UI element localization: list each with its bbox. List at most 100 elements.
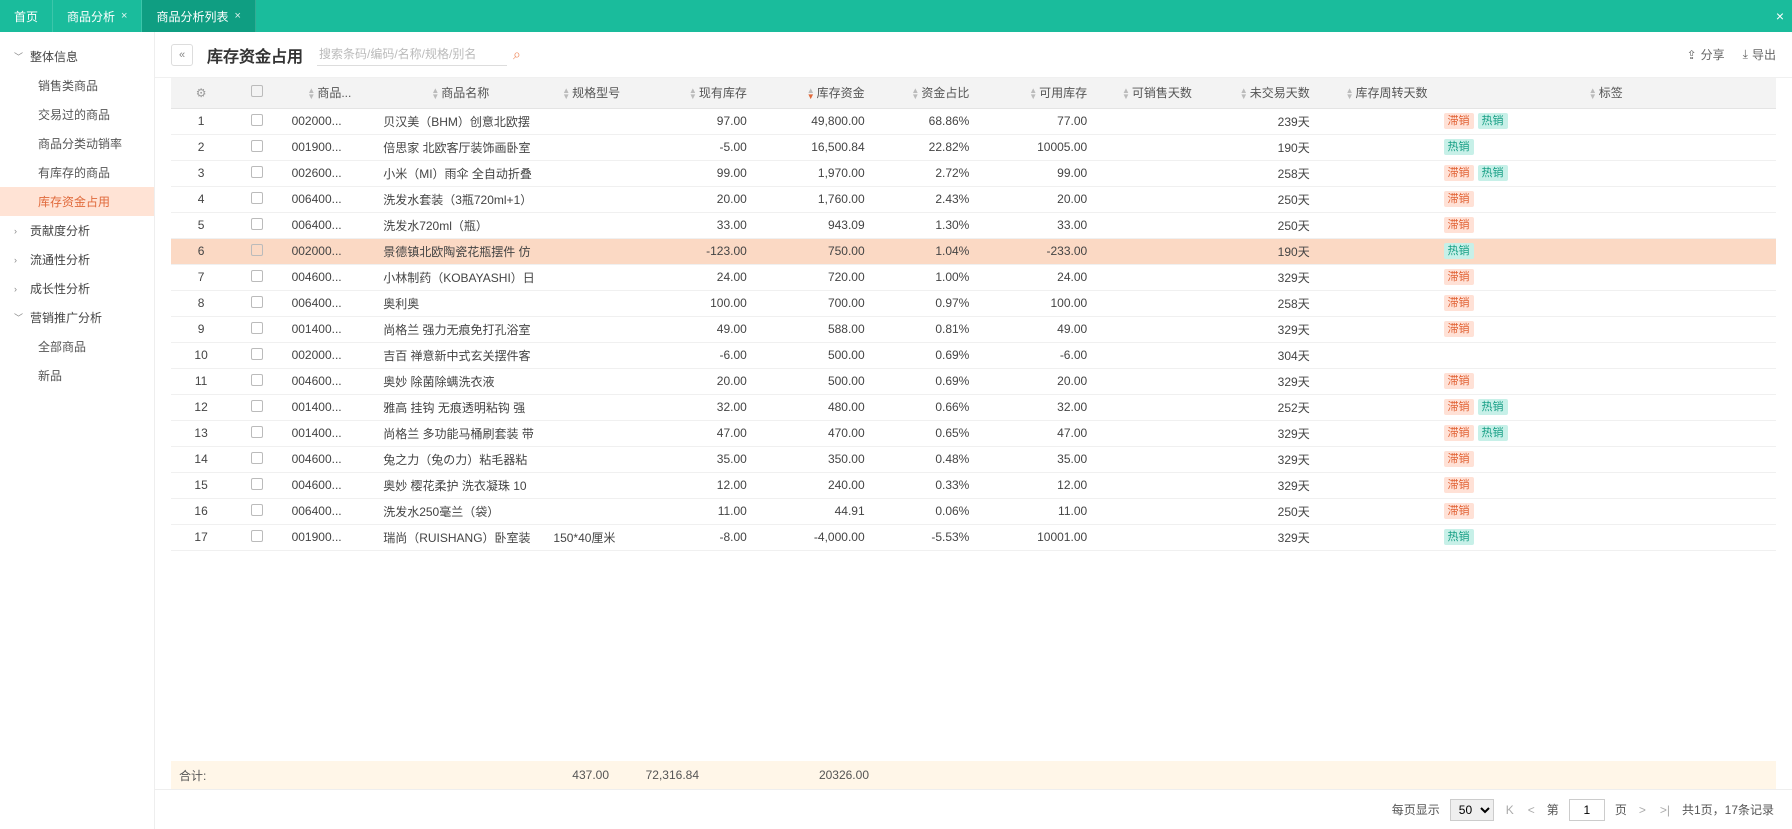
sidebar-item[interactable]: 新品 xyxy=(0,361,154,390)
sort-icon[interactable] xyxy=(1589,88,1597,100)
cell-code: 002000... xyxy=(284,108,376,134)
col-header[interactable]: 可用库存 xyxy=(977,78,1095,108)
gear-icon[interactable]: ⚙ xyxy=(196,86,207,100)
sort-icon[interactable] xyxy=(689,88,697,100)
row-checkbox[interactable] xyxy=(251,166,263,178)
export-button[interactable]: ⤓导出 xyxy=(1743,46,1776,63)
row-checkbox[interactable] xyxy=(251,244,263,256)
sidebar-group[interactable]: ﹀整体信息 xyxy=(0,42,154,71)
col-header[interactable]: 可销售天数 xyxy=(1095,78,1200,108)
sort-icon[interactable] xyxy=(431,88,439,100)
sort-icon[interactable] xyxy=(1029,88,1037,100)
tab-close-icon[interactable]: × xyxy=(121,10,127,22)
tag-badge: 滞销 xyxy=(1444,269,1474,285)
row-checkbox[interactable] xyxy=(251,140,263,152)
row-checkbox[interactable] xyxy=(251,348,263,360)
cell-tags: 滞销 xyxy=(1436,446,1776,472)
tab-1[interactable]: 商品分析× xyxy=(53,0,142,32)
table-row[interactable]: 4006400...洗发水套装（3瓶720ml+1）20.001,760.002… xyxy=(171,186,1776,212)
page-input[interactable] xyxy=(1569,799,1605,821)
table-row[interactable]: 10002000...吉百 禅意新中式玄关摆件客-6.00500.000.69%… xyxy=(171,342,1776,368)
cell-code: 004600... xyxy=(284,472,376,498)
sidebar-item[interactable]: 全部商品 xyxy=(0,332,154,361)
collapse-sidebar-button[interactable]: « xyxy=(171,44,193,66)
col-header[interactable]: 商品名称 xyxy=(375,78,545,108)
table-row[interactable]: 16006400...洗发水250毫兰（袋）11.0044.910.06%11.… xyxy=(171,498,1776,524)
tab-close-icon[interactable]: × xyxy=(234,10,240,22)
sidebar-group[interactable]: ﹀营销推广分析 xyxy=(0,303,154,332)
table-row[interactable]: 17001900...瑞尚（RUISHANG）卧室装150*40厘米-8.00-… xyxy=(171,524,1776,550)
sort-icon[interactable] xyxy=(1122,88,1130,100)
sort-icon[interactable] xyxy=(562,88,570,100)
sidebar-group[interactable]: ›流通性分析 xyxy=(0,245,154,274)
table-row[interactable]: 11004600...奥妙 除菌除螨洗衣液20.00500.000.69%20.… xyxy=(171,368,1776,394)
col-header[interactable]: 现有库存 xyxy=(637,78,755,108)
search-icon[interactable]: ⌕ xyxy=(513,46,521,63)
first-page-button[interactable]: K xyxy=(1504,803,1516,817)
row-checkbox[interactable] xyxy=(251,374,263,386)
row-checkbox[interactable] xyxy=(251,400,263,412)
checkbox[interactable] xyxy=(251,85,263,97)
row-checkbox[interactable] xyxy=(251,114,263,126)
sort-icon[interactable] xyxy=(1346,88,1354,100)
sidebar-group[interactable]: ›成长性分析 xyxy=(0,274,154,303)
sort-icon[interactable] xyxy=(911,88,919,100)
col-header[interactable]: 标签 xyxy=(1436,78,1776,108)
row-checkbox[interactable] xyxy=(251,504,263,516)
cell-pct: 0.66% xyxy=(873,394,978,420)
table-row[interactable]: 1002000...贝汉美（BHM）创意北欧摆97.0049,800.0068.… xyxy=(171,108,1776,134)
row-checkbox[interactable] xyxy=(251,426,263,438)
sidebar-item[interactable]: 库存资金占用 xyxy=(0,187,154,216)
row-checkbox[interactable] xyxy=(251,270,263,282)
sort-icon[interactable] xyxy=(1240,88,1248,100)
cell-amount: 1,970.00 xyxy=(755,160,873,186)
table-row[interactable]: 12001400...雅高 挂钩 无痕透明粘钩 强32.00480.000.66… xyxy=(171,394,1776,420)
close-all-tabs-icon[interactable]: × xyxy=(1776,0,1784,32)
sidebar-item[interactable]: 销售类商品 xyxy=(0,71,154,100)
col-header[interactable]: 商品... xyxy=(284,78,376,108)
sidebar-item[interactable]: 有库存的商品 xyxy=(0,158,154,187)
sidebar-item[interactable]: 交易过的商品 xyxy=(0,100,154,129)
sort-icon[interactable] xyxy=(807,88,815,100)
col-header[interactable]: 库存周转天数 xyxy=(1318,78,1436,108)
sidebar-group[interactable]: ›贡献度分析 xyxy=(0,216,154,245)
tab-2[interactable]: 商品分析列表× xyxy=(142,0,255,32)
table-row[interactable]: 15004600...奥妙 樱花柔护 洗衣凝珠 1012.00240.000.3… xyxy=(171,472,1776,498)
table-row[interactable]: 8006400...奥利奥100.00700.000.97%100.00258天… xyxy=(171,290,1776,316)
last-page-button[interactable]: >| xyxy=(1658,803,1672,817)
col-header[interactable]: ⚙ xyxy=(171,78,231,108)
sort-icon[interactable] xyxy=(307,88,315,100)
prev-page-button[interactable]: < xyxy=(1526,803,1537,817)
table-row[interactable]: 9001400...尚格兰 强力无痕免打孔浴室49.00588.000.81%4… xyxy=(171,316,1776,342)
row-checkbox[interactable] xyxy=(251,192,263,204)
tab-0[interactable]: 首页 xyxy=(0,0,53,32)
table-row[interactable]: 2001900...倍思家 北欧客厅装饰画卧室-5.0016,500.8422.… xyxy=(171,134,1776,160)
search-input[interactable] xyxy=(317,43,507,66)
table-row[interactable]: 13001400...尚格兰 多功能马桶刷套装 带47.00470.000.65… xyxy=(171,420,1776,446)
tag-badge: 热销 xyxy=(1444,529,1474,545)
col-header[interactable]: 资金占比 xyxy=(873,78,978,108)
col-header[interactable]: 规格型号 xyxy=(545,78,637,108)
next-page-button[interactable]: > xyxy=(1637,803,1648,817)
row-checkbox[interactable] xyxy=(251,452,263,464)
col-header[interactable]: 库存资金 xyxy=(755,78,873,108)
sidebar-item[interactable]: 商品分类动销率 xyxy=(0,129,154,158)
per-page-select[interactable]: 50 xyxy=(1450,799,1494,821)
table-row[interactable]: 6002000...景德镇北欧陶瓷花瓶摆件 仿-123.00750.001.04… xyxy=(171,238,1776,264)
row-checkbox[interactable] xyxy=(251,218,263,230)
row-checkbox[interactable] xyxy=(251,322,263,334)
row-checkbox[interactable] xyxy=(251,296,263,308)
table-row[interactable]: 7004600...小林制药（KOBAYASHI）日24.00720.001.0… xyxy=(171,264,1776,290)
col-header[interactable]: 未交易天数 xyxy=(1200,78,1318,108)
table-row[interactable]: 5006400...洗发水720ml（瓶）33.00943.091.30%33.… xyxy=(171,212,1776,238)
cell-name: 雅高 挂钩 无痕透明粘钩 强 xyxy=(375,394,545,420)
col-label: 标签 xyxy=(1599,86,1623,100)
table-row[interactable]: 14004600...兔之力（兔の力）粘毛器粘35.00350.000.48%3… xyxy=(171,446,1776,472)
cell-stock: 49.00 xyxy=(637,316,755,342)
cell-turn xyxy=(1318,472,1436,498)
table-row[interactable]: 3002600...小米（MI）雨伞 全自动折叠99.001,970.002.7… xyxy=(171,160,1776,186)
row-checkbox[interactable] xyxy=(251,478,263,490)
share-button[interactable]: ⇪分享 xyxy=(1687,46,1725,63)
row-checkbox[interactable] xyxy=(251,530,263,542)
col-header[interactable] xyxy=(231,78,283,108)
